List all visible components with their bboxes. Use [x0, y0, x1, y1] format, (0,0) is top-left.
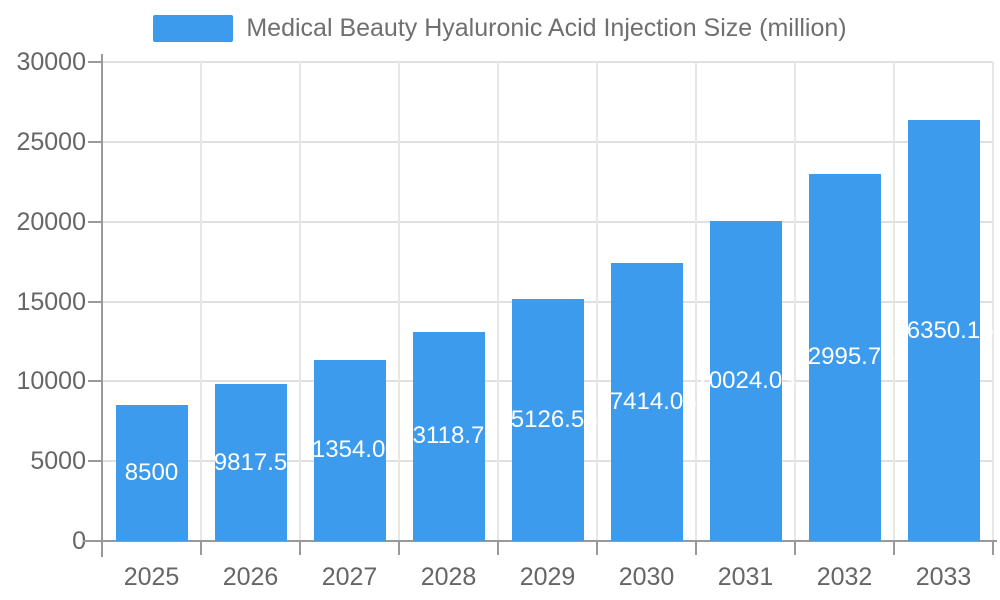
x-axis-tick: [596, 542, 598, 555]
x-axis-label: 2029: [519, 563, 576, 591]
x-axis-label: 2027: [321, 563, 378, 591]
legend-swatch-icon: [153, 15, 234, 42]
bar-2031[interactable]: 20024.03: [695, 221, 796, 541]
x-axis-label: 2033: [915, 563, 972, 591]
y-axis-tick: [88, 140, 102, 143]
x-axis-tick: [695, 542, 697, 555]
y-axis-label: 10000: [16, 367, 86, 396]
y-axis-tick: [88, 460, 102, 463]
bar-2026[interactable]: 9817.5: [213, 384, 288, 541]
gridline-vertical: [200, 62, 202, 541]
x-axis-line: [83, 540, 997, 542]
y-axis-tick: [88, 380, 102, 383]
y-axis-label: 5000: [30, 447, 86, 476]
bar-2030[interactable]: 17414.05: [596, 262, 697, 541]
y-axis-tick: [88, 220, 102, 223]
gridline-vertical: [596, 62, 598, 541]
gridline-vertical: [398, 62, 400, 541]
x-axis-label: 2028: [420, 563, 477, 591]
gridline-vertical: [299, 62, 301, 541]
bar-2029[interactable]: 15126.55: [497, 299, 598, 541]
gridline-horizontal: [102, 61, 993, 63]
bar-value-label: 20024.03: [695, 367, 796, 395]
bar-value-label: 17414.05: [596, 387, 697, 415]
bar-value-label: 11354.03: [300, 436, 399, 464]
gridline-vertical: [794, 62, 796, 541]
y-axis-tick: [88, 61, 102, 63]
y-axis-label: 0: [72, 527, 86, 555]
x-axis-tick: [893, 542, 895, 555]
bar-2033[interactable]: 26350.15: [893, 120, 994, 541]
y-axis-tick: [88, 300, 102, 303]
x-axis-label: 2030: [618, 563, 675, 591]
y-axis-label: 15000: [16, 287, 86, 316]
bar-value-label: 13118.77: [399, 422, 498, 450]
gridline-vertical: [992, 62, 994, 541]
gridline-horizontal: [102, 220, 993, 223]
x-axis-tick: [398, 542, 400, 555]
bar-2032[interactable]: 22995.73: [794, 173, 895, 541]
bar-value-label: 22995.73: [794, 343, 895, 371]
gridline-vertical: [497, 62, 499, 541]
legend-label: Medical Beauty Hyaluronic Acid Injection…: [246, 14, 847, 42]
bar-2025[interactable]: 8500: [115, 405, 188, 541]
x-axis-tick: [200, 542, 202, 555]
x-axis-label: 2026: [222, 563, 279, 591]
bar-value-label: 9817.5: [213, 448, 288, 476]
bar-value-label: 8500: [124, 459, 179, 487]
x-axis-label: 2031: [717, 563, 774, 591]
bar-2027[interactable]: 11354.03: [300, 359, 399, 541]
gridline-vertical: [695, 62, 697, 541]
bar-value-label: 15126.55: [497, 406, 598, 434]
y-axis-label: 20000: [16, 207, 86, 236]
x-axis-tick: [794, 542, 796, 555]
gridline-vertical: [893, 62, 895, 541]
y-axis-label: 30000: [16, 48, 86, 76]
y-axis-line: [101, 54, 103, 557]
x-axis-tick: [497, 542, 499, 555]
x-axis-label: 2032: [816, 563, 873, 591]
x-axis-label: 2025: [123, 563, 180, 591]
x-axis-tick: [299, 542, 301, 555]
gridline-horizontal: [102, 140, 993, 143]
legend-item[interactable]: Medical Beauty Hyaluronic Acid Injection…: [0, 14, 1000, 43]
bar-2028[interactable]: 13118.77: [399, 331, 498, 541]
bar-value-label: 26350.15: [893, 316, 994, 344]
y-axis-label: 25000: [16, 127, 86, 156]
x-axis-tick: [992, 542, 994, 555]
